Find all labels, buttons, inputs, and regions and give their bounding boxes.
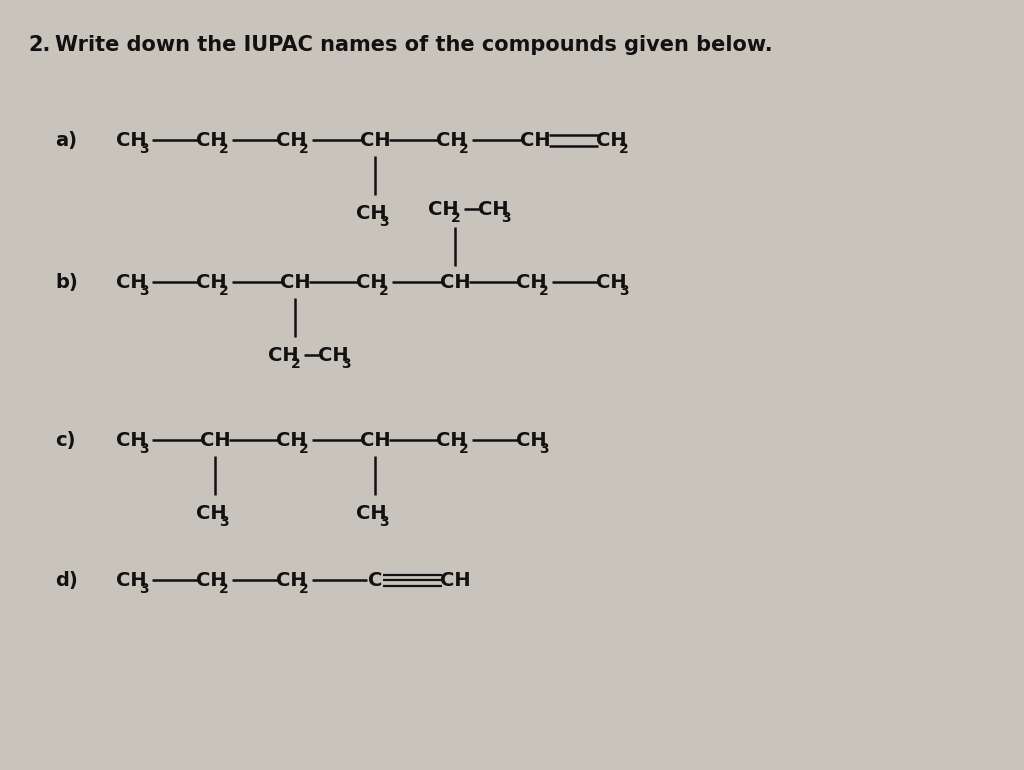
Text: 3: 3 — [139, 284, 148, 298]
Text: CH: CH — [359, 430, 390, 450]
Text: CH: CH — [116, 571, 146, 590]
Text: CH: CH — [516, 430, 547, 450]
Text: CH: CH — [356, 273, 387, 292]
Text: 3: 3 — [540, 442, 549, 456]
Text: CH: CH — [520, 130, 550, 149]
Text: 2: 2 — [452, 211, 461, 225]
Text: 3: 3 — [219, 515, 228, 529]
Text: 3: 3 — [139, 582, 148, 596]
Text: CH: CH — [116, 273, 146, 292]
Text: CH: CH — [275, 130, 306, 149]
Text: CH: CH — [196, 571, 226, 590]
Text: 3: 3 — [379, 215, 389, 229]
Text: 3: 3 — [341, 357, 350, 371]
Text: C: C — [368, 571, 382, 590]
Text: CH: CH — [596, 273, 627, 292]
Text: CH: CH — [439, 571, 470, 590]
Text: 2: 2 — [219, 142, 229, 156]
Text: CH: CH — [359, 130, 390, 149]
Text: 2: 2 — [299, 442, 309, 456]
Text: 2: 2 — [291, 357, 301, 371]
Text: 2: 2 — [299, 142, 309, 156]
Text: 3: 3 — [620, 284, 629, 298]
Text: CH: CH — [275, 571, 306, 590]
Text: CH: CH — [439, 273, 470, 292]
Text: CH: CH — [200, 430, 230, 450]
Text: 2: 2 — [219, 582, 229, 596]
Text: 2: 2 — [459, 442, 469, 456]
Text: CH: CH — [356, 504, 387, 523]
Text: 2: 2 — [299, 582, 309, 596]
Text: CH: CH — [116, 430, 146, 450]
Text: CH: CH — [280, 273, 310, 292]
Text: 2: 2 — [379, 284, 389, 298]
Text: CH: CH — [428, 199, 459, 219]
Text: 2: 2 — [620, 142, 629, 156]
Text: 3: 3 — [139, 442, 148, 456]
Text: CH: CH — [596, 130, 627, 149]
Text: 2: 2 — [539, 284, 549, 298]
Text: CH: CH — [196, 504, 226, 523]
Text: CH: CH — [477, 199, 508, 219]
Text: b): b) — [55, 273, 78, 292]
Text: CH: CH — [116, 130, 146, 149]
Text: CH: CH — [268, 346, 299, 364]
Text: Write down the IUPAC names of the compounds given below.: Write down the IUPAC names of the compou… — [55, 35, 773, 55]
Text: CH: CH — [356, 203, 387, 223]
Text: 3: 3 — [379, 515, 389, 529]
Text: c): c) — [55, 430, 76, 450]
Text: 3: 3 — [501, 211, 510, 225]
Text: d): d) — [55, 571, 78, 590]
Text: 2: 2 — [459, 142, 469, 156]
Text: CH: CH — [436, 130, 467, 149]
Text: CH: CH — [196, 130, 226, 149]
Text: CH: CH — [275, 430, 306, 450]
Text: 3: 3 — [139, 142, 148, 156]
Text: CH: CH — [516, 273, 547, 292]
Text: 2: 2 — [219, 284, 229, 298]
Text: a): a) — [55, 130, 77, 149]
Text: CH: CH — [196, 273, 226, 292]
Text: CH: CH — [436, 430, 467, 450]
Text: CH: CH — [317, 346, 348, 364]
Text: 2.: 2. — [28, 35, 50, 55]
